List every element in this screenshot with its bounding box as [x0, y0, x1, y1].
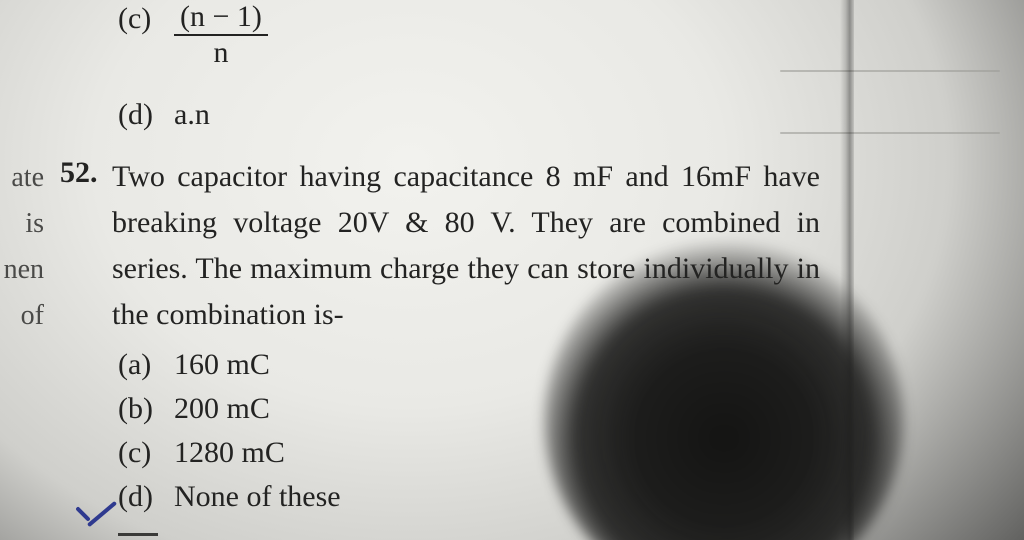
q52-options: (a) 160 mC (b) 200 mC (c) 1280 mC (d) No… — [118, 348, 820, 514]
margin-word: ate — [0, 155, 46, 201]
textbook-page-photo: ate is nen of (c) (n − 1) n (d) a.n 52. … — [0, 0, 1024, 540]
option-letter: (c) — [118, 436, 174, 470]
option-body: None of these — [174, 480, 341, 514]
fraction-numerator: (n − 1) — [174, 2, 268, 36]
option-body: 1280 mC — [174, 436, 285, 470]
left-margin-cut-text: ate is nen of — [0, 155, 46, 339]
q52-option-c: (c) 1280 mC — [118, 436, 820, 470]
margin-word: nen — [0, 247, 46, 293]
option-body: 160 mC — [174, 348, 270, 382]
margin-word: is — [0, 201, 46, 247]
option-letter: (d) — [118, 98, 174, 132]
fraction-denominator: n — [174, 36, 268, 68]
fraction: (n − 1) n — [174, 2, 268, 68]
checkmark-icon — [74, 502, 120, 532]
partial-text-stroke — [118, 533, 158, 536]
option-letter: (b) — [118, 392, 174, 426]
question-text: Two capacitor having capacitance 8 mF an… — [112, 154, 820, 338]
q51-option-c: (c) (n − 1) n — [118, 2, 820, 68]
page-content: (c) (n − 1) n (d) a.n 52. Two capacitor … — [60, 0, 820, 524]
option-letter: (c) — [118, 2, 174, 36]
q52-option-d: (d) None of these — [118, 480, 820, 514]
question-number: 52. — [60, 154, 112, 190]
margin-word: of — [0, 293, 46, 339]
q52: 52. Two capacitor having capacitance 8 m… — [60, 154, 820, 338]
option-body: (n − 1) n — [174, 2, 268, 68]
q52-option-b: (b) 200 mC — [118, 392, 820, 426]
option-body: 200 mC — [174, 392, 270, 426]
option-letter: (a) — [118, 348, 174, 382]
q52-option-a: (a) 160 mC — [118, 348, 820, 382]
option-body: a.n — [174, 98, 210, 132]
option-letter: (d) — [118, 480, 174, 514]
q51-option-d: (d) a.n — [118, 98, 820, 132]
